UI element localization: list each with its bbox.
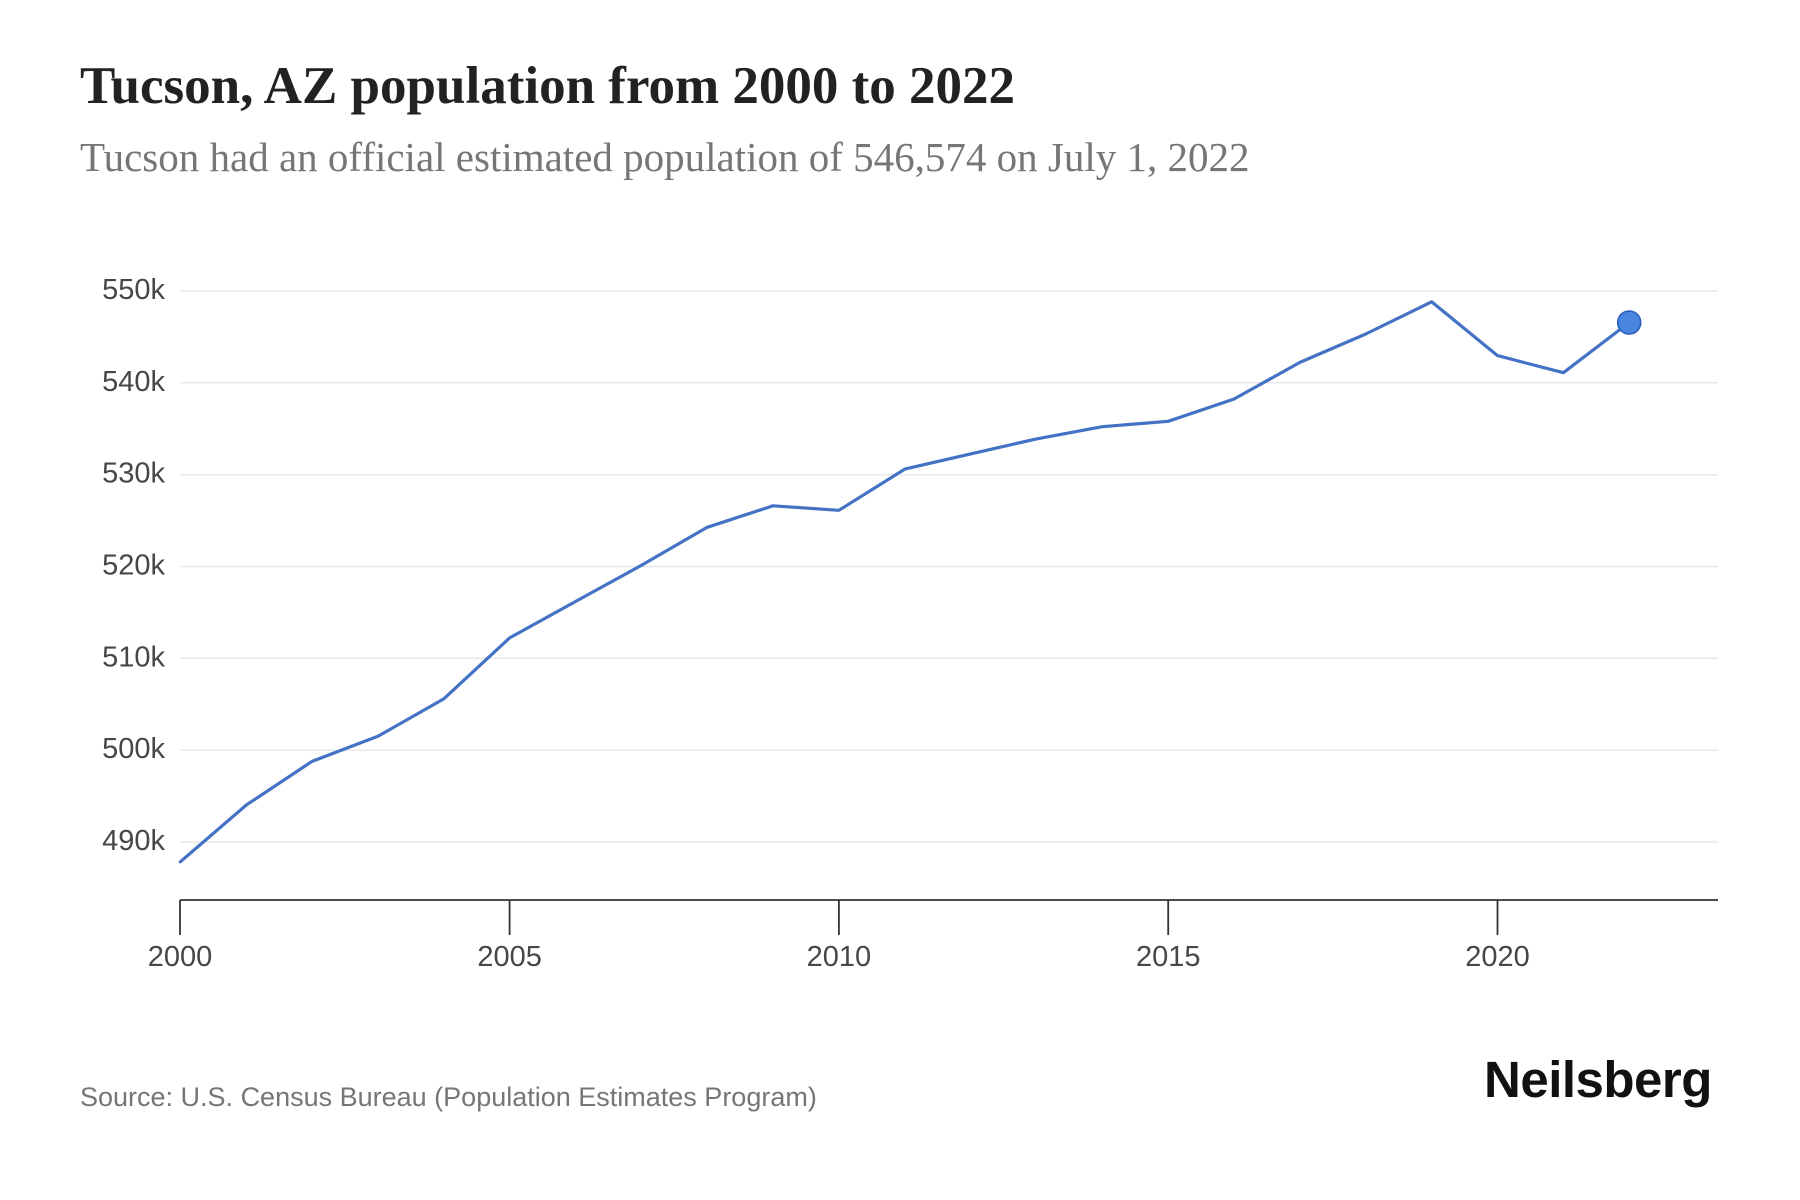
- svg-text:490k: 490k: [102, 825, 165, 857]
- svg-text:520k: 520k: [102, 550, 165, 582]
- svg-text:500k: 500k: [102, 733, 165, 765]
- svg-text:530k: 530k: [102, 458, 165, 490]
- svg-text:2015: 2015: [1136, 941, 1201, 973]
- svg-text:510k: 510k: [102, 641, 165, 673]
- svg-text:2010: 2010: [807, 941, 872, 973]
- svg-text:540k: 540k: [102, 366, 165, 398]
- svg-text:2000: 2000: [148, 941, 213, 973]
- svg-text:550k: 550k: [102, 274, 165, 306]
- svg-text:2005: 2005: [477, 941, 542, 973]
- svg-text:2020: 2020: [1465, 941, 1530, 973]
